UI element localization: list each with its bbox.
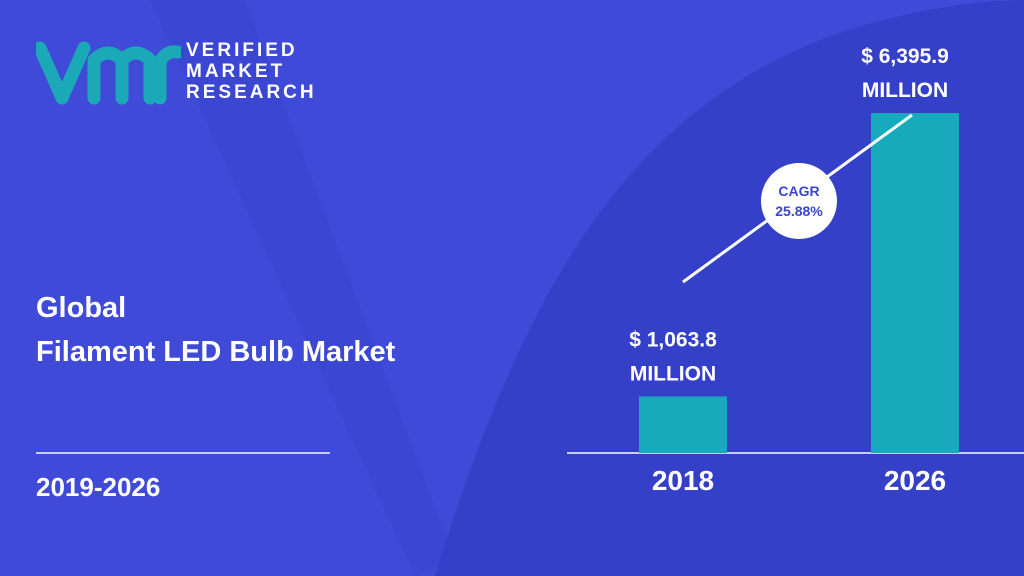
category-label-2026: 2026 bbox=[884, 465, 946, 496]
market-title: Global Filament LED Bulb Market bbox=[36, 286, 395, 374]
bar-2018 bbox=[639, 396, 727, 453]
value-label-2018: $ 1,063.8 bbox=[629, 328, 717, 351]
cagr-label: CAGR bbox=[778, 183, 819, 199]
value-unit-2018: MILLION bbox=[630, 362, 716, 385]
brand-line-3: RESEARCH bbox=[186, 82, 317, 103]
category-label-2018: 2018 bbox=[652, 465, 714, 496]
brand-line-2: MARKET bbox=[186, 61, 286, 82]
brand-logo: VERIFIED MARKET RESEARCH bbox=[36, 38, 326, 108]
forecast-period: 2019-2026 bbox=[36, 472, 161, 502]
brand-name: VERIFIED MARKET RESEARCH bbox=[186, 40, 317, 103]
bar-2026 bbox=[871, 113, 959, 453]
title-divider bbox=[36, 452, 330, 454]
vmr-logo-icon bbox=[36, 41, 181, 105]
background-v-stroke bbox=[150, 0, 455, 576]
brand-line-1: VERIFIED bbox=[186, 40, 298, 61]
value-label-2026: $ 6,395.9 bbox=[861, 45, 949, 68]
title-line-2: Filament LED Bulb Market bbox=[36, 336, 396, 368]
cagr-badge bbox=[761, 163, 837, 239]
title-line-1: Global bbox=[36, 292, 127, 324]
value-unit-2026: MILLION bbox=[862, 79, 948, 102]
cagr-value: 25.88% bbox=[775, 203, 823, 219]
